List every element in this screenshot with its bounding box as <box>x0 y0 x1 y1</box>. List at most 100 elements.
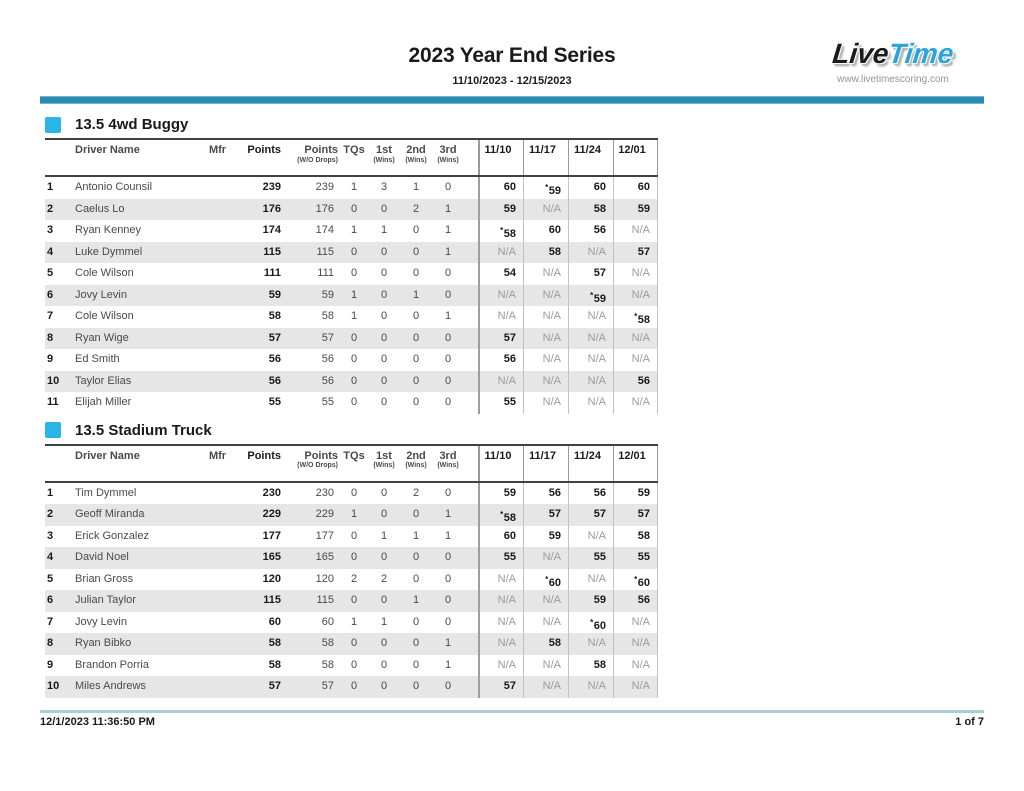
wins-column-header: 2nd (Wins) <box>400 140 432 175</box>
race-date-column-header: 12/01 <box>613 445 658 481</box>
tqs-column-header: TQs <box>340 446 368 481</box>
drop-indicator-icon: * <box>500 226 504 235</box>
race-score-cell: N/A <box>478 241 523 263</box>
race-score-cell: N/A <box>523 676 568 698</box>
race-score-cell: *60 <box>568 611 613 633</box>
wins-cell: 0 <box>380 486 388 499</box>
column-header-label: Mfr <box>208 449 227 462</box>
race-score-cell: 59 <box>523 525 568 547</box>
driver-name-cell: Cole Wilson <box>75 267 134 279</box>
column-header-label: Points <box>247 144 281 156</box>
race-score-cell: 60 <box>523 220 568 242</box>
mfr-cell <box>195 569 240 591</box>
driver-name-cell: Luke Dymmel <box>75 245 143 258</box>
position-cell: 11 <box>47 396 59 408</box>
points-wo-drops-cell: 59 <box>321 288 334 301</box>
table-row: 4 David Noel 165 165 0 0 0 0 55 N/A 55 55 <box>45 547 658 569</box>
position-cell: 8 <box>47 637 54 649</box>
tqs-cell: 0 <box>350 551 358 563</box>
wins-cell: 0 <box>444 353 452 365</box>
race-score-cell: 58 <box>613 525 658 547</box>
mfr-cell <box>195 392 240 414</box>
drop-indicator-icon: * <box>590 290 594 300</box>
wins-cell: 1 <box>444 637 452 649</box>
race-score-cell: N/A <box>523 547 568 569</box>
race-score-cell: 55 <box>568 547 613 569</box>
race-score-cell: N/A <box>568 349 613 371</box>
race-score-cell: 56 <box>523 482 568 504</box>
race-score-cell: N/A <box>478 370 523 392</box>
race-score-cell: *60 <box>613 568 658 590</box>
tqs-cell: 1 <box>350 310 358 322</box>
wins-cell: 0 <box>380 267 388 279</box>
driver-name-cell: Brandon Porria <box>75 658 149 671</box>
race-score-cell: N/A <box>523 263 568 285</box>
tqs-cell: 0 <box>350 202 358 215</box>
wins-cell: 1 <box>444 658 452 671</box>
race-score-cell: N/A <box>613 611 658 633</box>
driver-name-cell: Ryan Bibko <box>75 637 132 649</box>
wins-cell: 0 <box>380 374 388 387</box>
mfr-cell <box>195 504 240 526</box>
table-row: 10 Miles Andrews 57 57 0 0 0 0 57 N/A N/A N/A <box>45 676 658 698</box>
tqs-cell: 0 <box>350 353 358 365</box>
position-cell: 8 <box>47 331 54 344</box>
points-wo-drops-cell: 57 <box>321 331 334 344</box>
race-date-column-header: 11/24 <box>568 140 613 175</box>
points-wo-drops-cell: 176 <box>315 202 334 215</box>
tqs-column-header: TQs <box>340 140 368 175</box>
position-cell: 1 <box>47 181 54 193</box>
race-score-cell: 58 <box>568 654 613 676</box>
wins-cell: 1 <box>412 181 420 193</box>
race-score-cell: N/A <box>478 590 523 612</box>
tqs-cell: 0 <box>350 680 358 692</box>
race-score-cell: N/A <box>613 284 658 306</box>
race-score-cell: 59 <box>568 590 613 612</box>
mfr-cell <box>195 612 240 634</box>
tqs-cell: 0 <box>350 267 358 279</box>
position-cell: 4 <box>47 245 54 258</box>
wins-cell: 0 <box>380 202 388 215</box>
race-score-cell: N/A <box>478 611 523 633</box>
mfr-cell <box>195 285 240 307</box>
wins-column-header: 1st (Wins) <box>368 446 400 481</box>
column-header-subtext: (W/O Drops) <box>297 156 338 164</box>
wins-cell: 0 <box>412 310 420 322</box>
wins-cell: 0 <box>444 551 452 563</box>
wins-cell: 0 <box>380 396 388 408</box>
drop-indicator-icon: * <box>545 574 549 584</box>
race-score-cell: N/A <box>478 633 523 655</box>
wins-cell: 1 <box>444 224 452 236</box>
table-row: 7 Cole Wilson 58 58 1 0 0 1 N/A N/A N/A *58 <box>45 306 658 328</box>
points-wo-drops-column-header: Points (W/O Drops) <box>285 140 340 175</box>
class-bullet-icon <box>45 422 61 438</box>
race-score-cell: N/A <box>613 349 658 371</box>
race-score-cell: 56 <box>568 220 613 242</box>
race-score-cell: 57 <box>613 504 658 526</box>
column-header-label: 11/24 <box>574 144 601 156</box>
class-section: 13.5 4wd Buggy Driver Name Mfr Points Points… <box>45 116 658 414</box>
drop-indicator-icon: * <box>500 510 504 519</box>
driver-name-cell: Tim Dymmel <box>75 486 137 499</box>
race-score-cell: 59 <box>478 482 523 504</box>
points-cell: 57 <box>268 331 281 344</box>
wins-cell: 0 <box>444 396 452 408</box>
drop-indicator-icon: * <box>634 312 638 321</box>
race-score-cell: N/A <box>523 611 568 633</box>
driver-name-cell: Brian Gross <box>75 572 134 585</box>
wins-cell: 1 <box>444 310 452 322</box>
table-row: 6 Jovy Levin 59 59 1 0 1 0 N/A N/A *59 N/A <box>45 284 658 307</box>
results-sections: 13.5 4wd Buggy Driver Name Mfr Points Points… <box>45 116 658 698</box>
livetime-logo-text: LiveTime <box>803 38 984 69</box>
column-header-label: 11/17 <box>529 449 556 462</box>
table-row: 3 Erick Gonzalez 177 177 0 1 1 1 60 59 N/A 58 <box>45 525 658 547</box>
column-header-label: 12/01 <box>618 144 646 156</box>
column-header-label: 11/10 <box>484 144 512 156</box>
mfr-cell <box>195 371 240 393</box>
mfr-cell <box>195 242 240 264</box>
race-score-cell: 57 <box>568 504 613 526</box>
table-header-row: Driver Name Mfr Points Points (W/O Drops) TQs… <box>45 443 658 483</box>
mfr-cell <box>195 676 240 698</box>
race-score-cell: 60 <box>613 177 658 199</box>
